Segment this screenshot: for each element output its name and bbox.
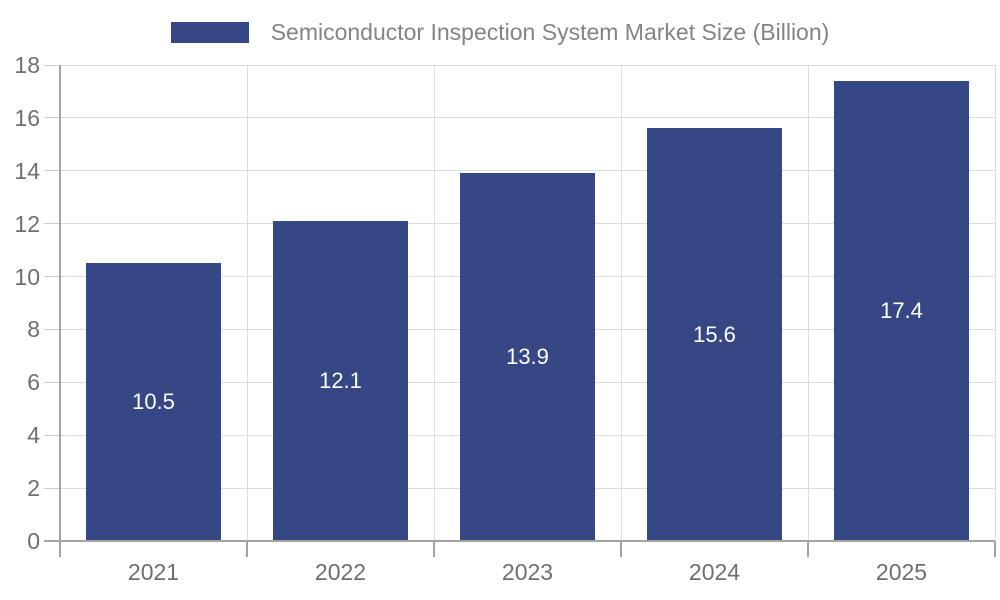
y-tick-label: 6 bbox=[27, 369, 40, 396]
gridline-horizontal bbox=[60, 223, 995, 225]
y-tick-label: 16 bbox=[14, 104, 40, 131]
y-tick-mark bbox=[44, 64, 60, 66]
y-tick-label: 8 bbox=[27, 316, 40, 343]
x-tick-label: 2021 bbox=[127, 559, 180, 585]
gridline-horizontal bbox=[60, 381, 995, 383]
gridline-vertical bbox=[994, 65, 996, 541]
y-tick-mark bbox=[44, 540, 60, 542]
y-tick-mark bbox=[44, 328, 60, 330]
y-tick-label: 2 bbox=[27, 475, 40, 502]
gridline-horizontal bbox=[60, 64, 995, 66]
bar-value-label: 15.6 bbox=[693, 321, 736, 347]
x-axis-line bbox=[59, 540, 995, 542]
y-tick-label: 4 bbox=[27, 422, 40, 449]
bar-value-label: 13.9 bbox=[506, 344, 549, 370]
gridline-horizontal bbox=[60, 487, 995, 489]
bar-value-label: 10.5 bbox=[132, 389, 175, 415]
x-tick-mark bbox=[433, 541, 435, 557]
y-tick-mark bbox=[44, 170, 60, 172]
x-tick-label: 2024 bbox=[688, 559, 741, 585]
x-tick-mark bbox=[807, 541, 809, 557]
gridline-vertical bbox=[246, 65, 248, 541]
y-axis-line bbox=[59, 65, 61, 557]
gridline-horizontal bbox=[60, 276, 995, 278]
x-tick-mark bbox=[246, 541, 248, 557]
gridline-vertical bbox=[807, 65, 809, 541]
y-tick-label: 18 bbox=[14, 52, 40, 78]
gridline-horizontal bbox=[60, 117, 995, 119]
gridline-horizontal bbox=[60, 170, 995, 172]
gridline-vertical bbox=[620, 65, 622, 541]
x-tick-mark bbox=[994, 541, 996, 557]
y-tick-label: 12 bbox=[14, 210, 40, 237]
x-tick-mark bbox=[620, 541, 622, 557]
bar-value-label: 12.1 bbox=[319, 368, 362, 393]
legend: Semiconductor Inspection System Market S… bbox=[0, 19, 1000, 45]
gridline-horizontal bbox=[60, 328, 995, 330]
y-tick-label: 14 bbox=[14, 157, 40, 184]
y-tick-mark bbox=[44, 223, 60, 225]
bar-value-label: 17.4 bbox=[880, 297, 923, 323]
chart-title: Semiconductor Inspection System Market S… bbox=[270, 19, 830, 45]
y-tick-label: 0 bbox=[27, 528, 40, 554]
y-tick-mark bbox=[44, 434, 60, 436]
y-tick-mark bbox=[44, 117, 60, 119]
y-tick-mark bbox=[44, 276, 60, 278]
y-tick-mark bbox=[44, 381, 60, 383]
y-tick-mark bbox=[44, 487, 60, 489]
gridline-vertical bbox=[433, 65, 435, 541]
legend-swatch bbox=[170, 21, 249, 43]
gridline-horizontal bbox=[60, 434, 995, 436]
x-tick-label: 2025 bbox=[875, 559, 928, 585]
x-tick-label: 2023 bbox=[501, 559, 554, 585]
y-tick-label: 10 bbox=[14, 263, 40, 290]
x-tick-label: 2022 bbox=[314, 559, 367, 585]
